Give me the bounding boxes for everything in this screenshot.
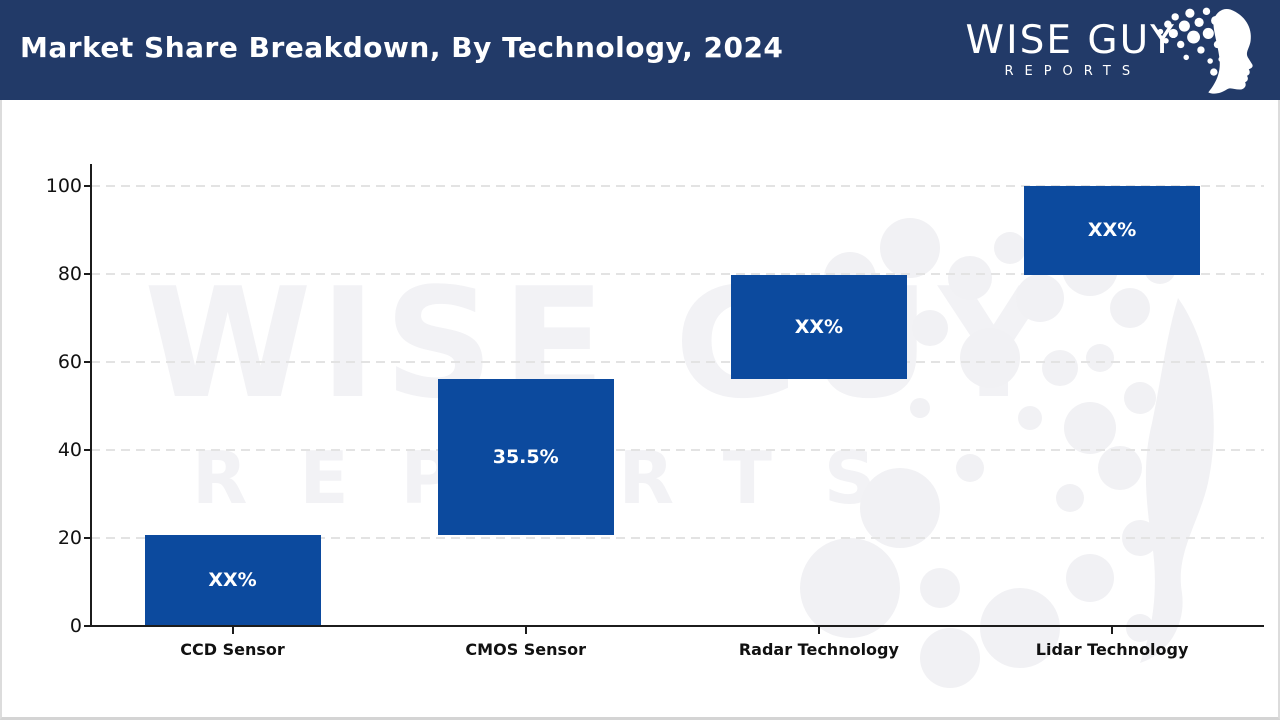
bar-value-label: XX%: [208, 569, 257, 592]
y-tick-mark: [84, 185, 91, 187]
x-tick-mark: [231, 626, 234, 634]
gridline: [91, 185, 1264, 187]
y-axis: [90, 164, 92, 626]
y-tick-mark: [84, 273, 91, 275]
gridline: [91, 361, 1264, 363]
y-tick-label: 80: [57, 263, 82, 285]
bar-radar-technology: XX%: [730, 274, 907, 379]
x-tick-mark: [1111, 626, 1114, 634]
brand-logo-name: WISE GUY: [965, 18, 1176, 63]
x-axis: [91, 625, 1264, 627]
category-label: Lidar Technology: [1035, 640, 1189, 659]
y-tick-label: 60: [57, 351, 82, 373]
bar-value-label: XX%: [1087, 219, 1137, 242]
page-title: Market Share Breakdown, By Technology, 2…: [20, 30, 784, 64]
bar-ccd-sensor: XX%: [144, 534, 321, 626]
y-tick-mark: [84, 537, 91, 539]
category-label: CCD Sensor: [180, 640, 285, 659]
header-bar: Market Share Breakdown, By Technology, 2…: [0, 0, 1280, 100]
x-tick-mark: [524, 626, 527, 634]
x-tick-mark: [817, 626, 820, 634]
bar-lidar-technology: XX%: [1024, 186, 1201, 275]
y-tick-mark: [84, 625, 91, 627]
bar-value-label: 35.5%: [492, 445, 559, 468]
y-tick-mark: [84, 361, 91, 363]
y-tick-mark: [84, 449, 91, 451]
category-label: CMOS Sensor: [465, 640, 586, 659]
face-profile-dots-icon: [1157, 7, 1253, 94]
bar-value-label: XX%: [794, 315, 844, 338]
gridline: [91, 449, 1264, 451]
brand-logo-sub: REPORTS: [1004, 64, 1142, 79]
brand-logo: WISE GUY REPORTS: [966, 0, 1262, 100]
y-tick-label: 100: [45, 175, 82, 197]
brand-logo-text: WISE GUY REPORTS: [966, 21, 1176, 79]
watermark-face-dots-icon: [800, 218, 1214, 688]
y-tick-label: 20: [57, 527, 82, 549]
bar-cmos-sensor: 35.5%: [437, 378, 614, 535]
category-label: Radar Technology: [738, 640, 899, 659]
gridline: [91, 537, 1264, 539]
y-tick-label: 40: [57, 439, 82, 461]
gridline: [91, 273, 1264, 275]
y-tick-label: 0: [69, 615, 82, 637]
